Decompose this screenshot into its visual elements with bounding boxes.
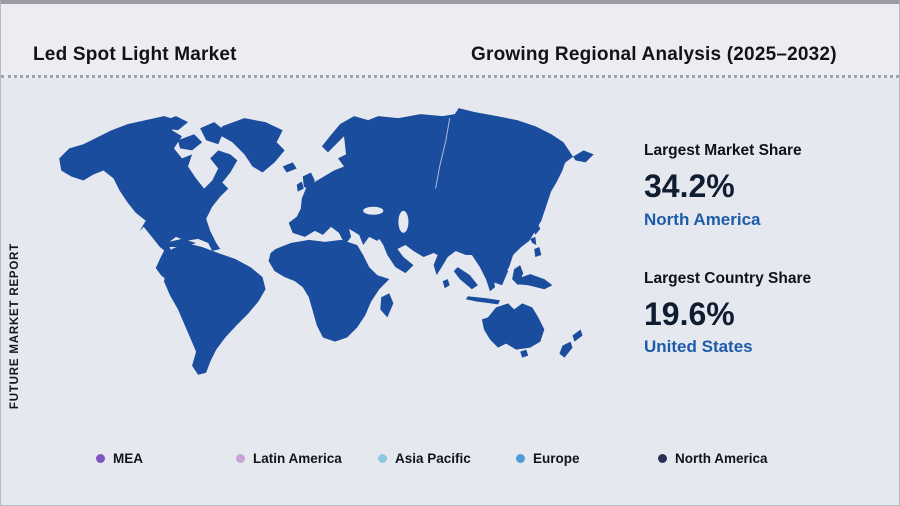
north-america-shape (59, 116, 238, 280)
vertical-watermark: FUTURE MARKET REPORT (9, 242, 21, 410)
stat-country-share: Largest Country Share 19.6% United State… (644, 270, 884, 358)
legend-item-north-america: North America (658, 451, 768, 466)
legend-label: North America (675, 451, 768, 466)
sri-lanka-shape (442, 279, 450, 289)
eurasia-shape (288, 108, 594, 292)
legend-item-asia-pacific: Asia Pacific (378, 451, 471, 466)
new-zealand-shape (572, 329, 583, 342)
java-shape (465, 296, 501, 305)
ireland-shape (296, 181, 304, 192)
stat-value: 19.6% (644, 295, 735, 332)
new-guinea-shape (516, 274, 553, 290)
arctic-island (129, 128, 156, 145)
stat-region: North America (644, 209, 761, 229)
legend-dot-mea (96, 454, 105, 463)
page-subtitle: Growing Regional Analysis (2025–2032) (471, 44, 837, 65)
new-zealand-shape (559, 341, 573, 358)
page-title: Led Spot Light Market (33, 44, 237, 65)
tasmania-shape (520, 349, 529, 358)
stat-market-share: Largest Market Share 34.2% North America (644, 142, 884, 230)
sakhalin-shape (543, 174, 551, 193)
iceland-shape (282, 162, 297, 173)
madagascar-shape (380, 293, 394, 318)
legend-dot-asia-pacific (378, 454, 387, 463)
south-america-shape (163, 242, 266, 375)
kamchatka-shape (548, 154, 567, 193)
philippines-shape (534, 246, 542, 258)
legend-dot-north-america (658, 454, 667, 463)
legend-item-mea: MEA (96, 451, 143, 466)
legend-label: Latin America (253, 451, 342, 466)
stat-label: Largest Country Share (644, 269, 812, 287)
great-britain-shape (302, 172, 315, 191)
legend-label: Europe (533, 451, 580, 466)
philippines-shape (530, 236, 537, 245)
world-map (59, 96, 615, 408)
legend-dot-latin-america (236, 454, 245, 463)
arctic-island (177, 134, 203, 151)
stat-label: Largest Market Share (644, 142, 802, 159)
sumatra-shape (453, 267, 478, 290)
arctic-island (159, 116, 189, 131)
sulawesi-shape (512, 265, 524, 286)
world-map-svg (59, 108, 594, 375)
legend: MEA Latin America Asia Pacific Europe No… (1, 451, 899, 475)
header-band: Led Spot Light Market Growing Regional A… (1, 4, 899, 78)
africa-shape (268, 239, 390, 342)
legend-label: Asia Pacific (395, 451, 471, 466)
borneo-shape (483, 261, 509, 286)
japan-shape (511, 203, 533, 231)
baffin-island (200, 122, 225, 145)
stat-value: 34.2% (644, 168, 735, 204)
inland-seas (363, 118, 451, 233)
legend-item-latin-america: Latin America (236, 451, 342, 466)
stats-column: Largest Market Share 34.2% North America… (644, 142, 884, 397)
black-sea (363, 206, 384, 215)
legend-label: MEA (113, 451, 143, 466)
australia-shape (481, 303, 545, 350)
legend-dot-europe (516, 454, 525, 463)
stat-region: United States (644, 337, 753, 357)
continents (59, 108, 594, 375)
legend-item-europe: Europe (516, 451, 580, 466)
greenland-shape (218, 118, 285, 173)
caspian-sea (398, 210, 409, 233)
korea-shape (532, 222, 541, 235)
ural-border-line (435, 118, 451, 189)
